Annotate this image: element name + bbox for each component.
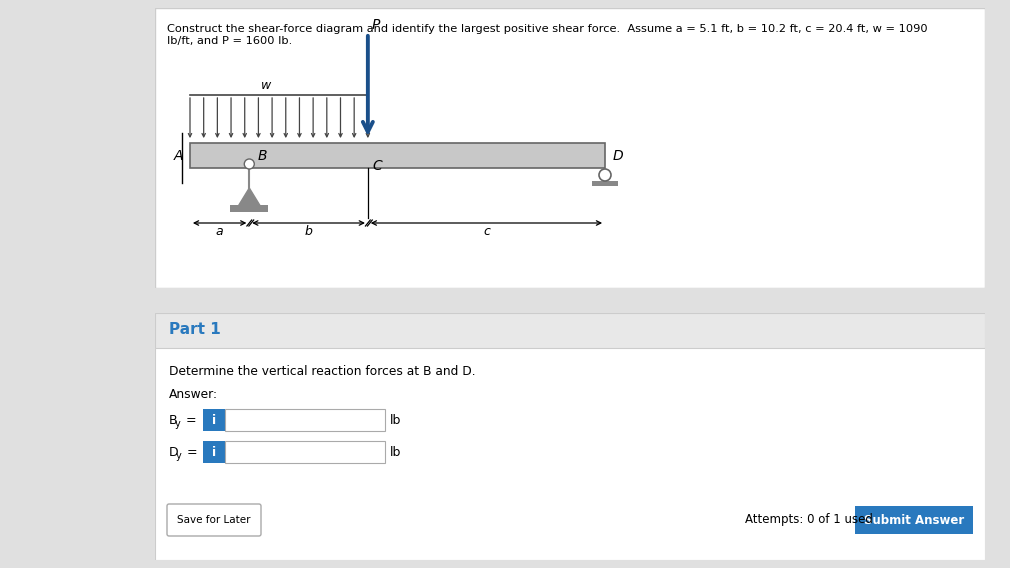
Circle shape (244, 159, 255, 169)
Text: Part 1: Part 1 (169, 323, 221, 337)
Text: Answer:: Answer: (169, 388, 218, 401)
Text: y: y (176, 451, 182, 461)
Text: B: B (258, 148, 267, 162)
Text: y: y (175, 419, 181, 429)
Bar (225, 441, 385, 463)
Text: Submit Answer: Submit Answer (864, 513, 965, 527)
Bar (225, 409, 385, 431)
Text: lb: lb (390, 445, 401, 458)
Text: B: B (169, 414, 178, 427)
Text: Attempts: 0 of 1 used: Attempts: 0 of 1 used (745, 513, 873, 527)
Text: w: w (261, 79, 271, 92)
Text: Construct the shear-force diagram and identify the largest positive shear force.: Construct the shear-force diagram and id… (167, 24, 927, 34)
Text: =: = (182, 414, 197, 427)
Text: =: = (183, 445, 198, 458)
Bar (203, 409, 225, 431)
Bar (203, 441, 225, 463)
Bar (592, 181, 618, 186)
Text: Determine the vertical reaction forces at B and D.: Determine the vertical reaction forces a… (169, 365, 476, 378)
Polygon shape (238, 188, 261, 206)
Text: lb: lb (390, 414, 401, 427)
Text: lb/ft, and P = 1600 lb.: lb/ft, and P = 1600 lb. (167, 36, 292, 46)
Text: c: c (483, 225, 490, 238)
Bar (190, 143, 605, 168)
Bar (855, 506, 973, 534)
Text: Save for Later: Save for Later (177, 515, 250, 525)
Text: P: P (372, 18, 380, 32)
Text: i: i (212, 445, 216, 458)
Text: a: a (216, 225, 223, 238)
Text: A: A (174, 148, 184, 162)
Bar (230, 205, 269, 212)
Text: b: b (305, 225, 312, 238)
Text: i: i (212, 414, 216, 427)
Circle shape (599, 169, 611, 181)
Text: C: C (373, 158, 383, 173)
Text: D: D (613, 148, 623, 162)
Text: D: D (169, 445, 179, 458)
FancyBboxPatch shape (167, 504, 261, 536)
